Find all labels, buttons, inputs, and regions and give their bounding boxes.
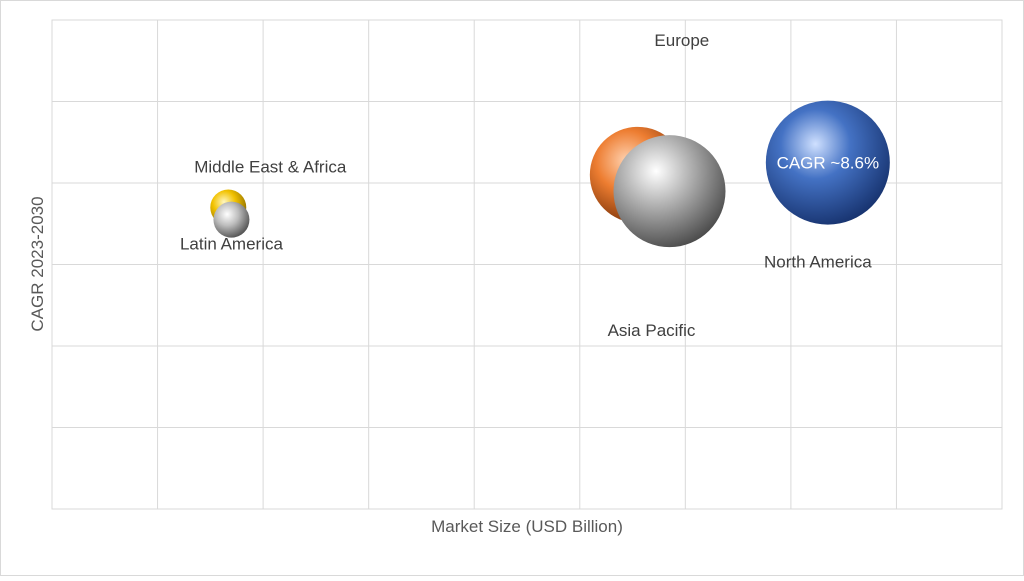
label-north-america: North America [764,253,872,272]
grid [51,19,1003,510]
bubble-labels: Middle East & Africa Latin America Europe A… [180,31,879,340]
cagr-annotation: CAGR ~8.6% [777,154,880,173]
label-europe: Europe [654,31,709,50]
bubble-north-america [765,100,890,225]
bubble-latin-america [213,201,250,238]
label-middle-east-africa: Middle East & Africa [194,157,347,176]
label-asia-pacific: Asia Pacific [608,321,696,340]
bubble-asia-pacific [613,135,726,248]
y-axis-title: CAGR 2023-2030 [28,196,47,331]
bubbles [210,100,890,248]
label-latin-america: Latin America [180,235,284,254]
x-axis-title: Market Size (USD Billion) [431,517,623,536]
